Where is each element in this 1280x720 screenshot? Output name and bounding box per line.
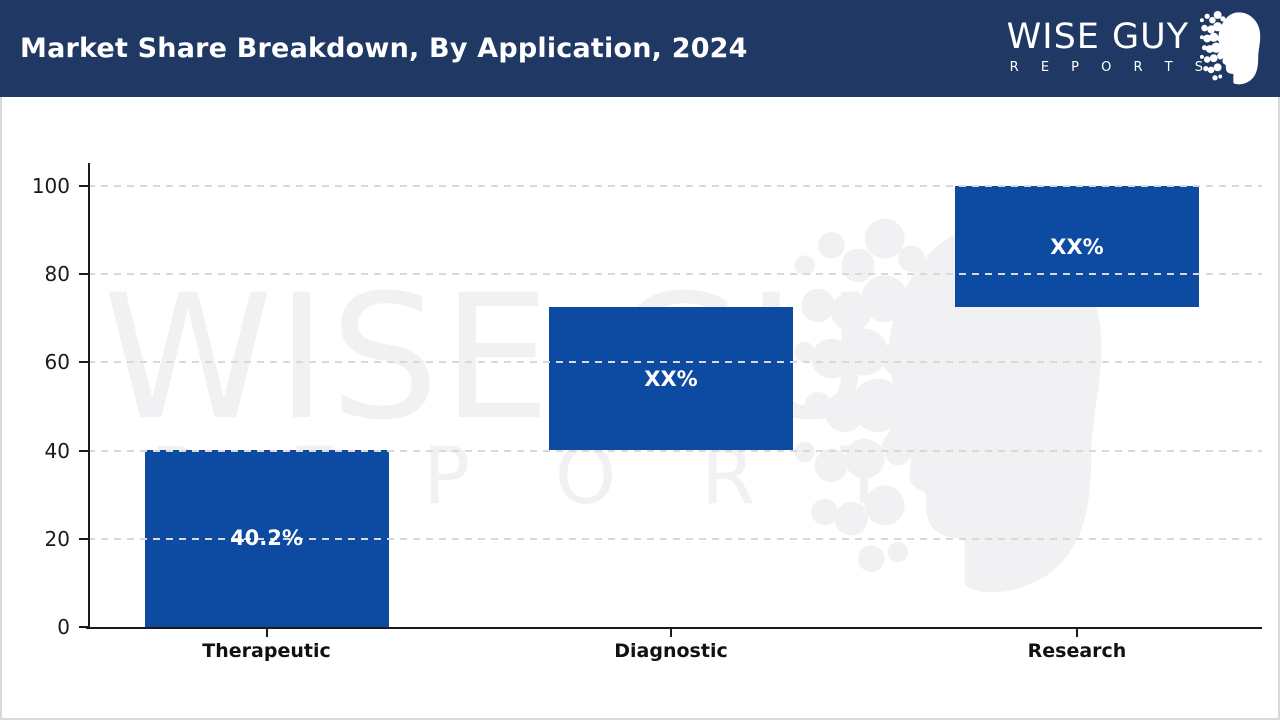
y-tick-label: 20 — [44, 526, 70, 551]
y-tick-mark — [79, 449, 88, 452]
wiseguy-logo: WISE GUY R E P O R T S — [1007, 5, 1270, 93]
x-tick-mark — [1076, 629, 1078, 637]
page-border-right — [1278, 97, 1280, 720]
gridline-80 — [88, 273, 1262, 276]
gridline-60 — [88, 361, 1262, 364]
x-tick-mark — [670, 629, 672, 637]
bar-value-label: XX% — [644, 366, 698, 391]
bar-value-label: 40.2% — [230, 526, 303, 551]
y-axis-spine — [88, 163, 90, 627]
gridline-20 — [88, 537, 1262, 540]
header-bar: Market Share Breakdown, By Application, … — [0, 0, 1280, 97]
bar-diagnostic — [549, 307, 793, 450]
y-tick-label: 60 — [44, 350, 70, 375]
gridline-100 — [88, 185, 1262, 187]
plot-area: 0 20 40 60 80 100 40.2% XX% XX% Therapeutic Diagno… — [32, 163, 1262, 662]
x-tick-mark — [265, 629, 268, 637]
page-border-left — [0, 97, 2, 720]
y-tick-label: 80 — [44, 262, 70, 287]
wiseguy-head-logo-icon — [1199, 11, 1261, 85]
gridline-40 — [88, 449, 1262, 452]
page-border-bottom — [0, 718, 1280, 720]
y-tick-label: 100 — [31, 174, 70, 198]
logo-reports-text: R E P O R T S — [1009, 59, 1212, 75]
y-tick-mark — [79, 361, 88, 364]
logo-wordmark: WISE GUY — [1006, 16, 1190, 57]
bar-value-label: XX% — [1050, 234, 1104, 259]
y-tick-mark — [79, 273, 88, 276]
y-tick-mark — [79, 626, 88, 628]
y-tick-label: 40 — [44, 438, 70, 463]
y-tick-mark — [79, 185, 88, 187]
wiseguy-logo-text: WISE GUY R E P O R T S — [1006, 16, 1212, 75]
x-axis-spine — [86, 627, 1262, 629]
y-tick-mark — [79, 537, 88, 540]
y-tick-label: 0 — [57, 615, 70, 639]
category-label-therapeutic: Therapeutic — [202, 640, 331, 662]
bar-research — [955, 186, 1199, 308]
page-title: Market Share Breakdown, By Application, … — [20, 33, 748, 64]
category-label-diagnostic: Diagnostic — [614, 640, 728, 662]
category-label-research: Research — [1027, 640, 1127, 662]
